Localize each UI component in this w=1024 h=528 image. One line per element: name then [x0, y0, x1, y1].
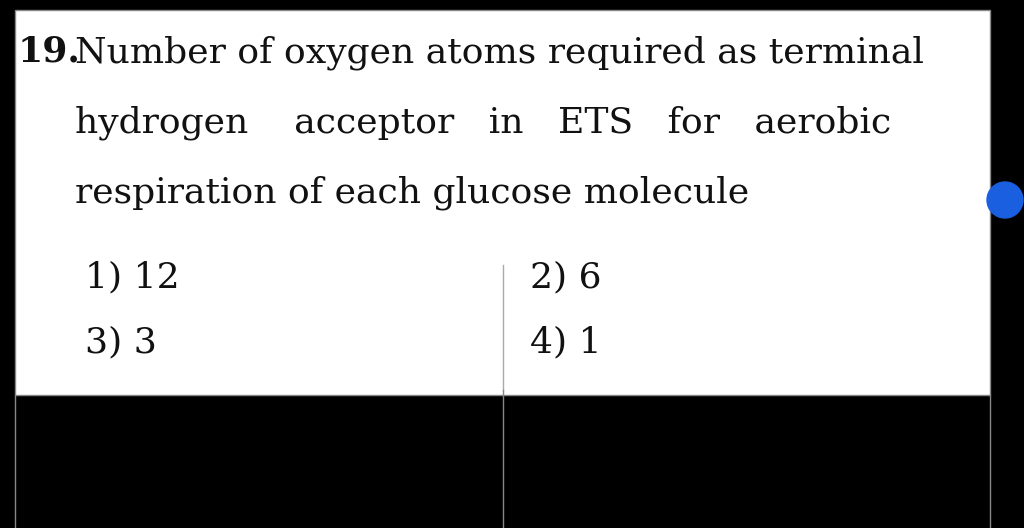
Circle shape [987, 182, 1023, 218]
Text: Number of oxygen atoms required as terminal: Number of oxygen atoms required as termi… [75, 35, 924, 70]
Text: respiration of each glucose molecule: respiration of each glucose molecule [75, 175, 750, 210]
Text: hydrogen    acceptor   in   ETS   for   aerobic: hydrogen acceptor in ETS for aerobic [75, 105, 891, 139]
Text: 3) 3: 3) 3 [85, 325, 157, 359]
Bar [15, 10, 990, 395]
Text: 19.: 19. [18, 35, 81, 69]
Text: 2) 6: 2) 6 [530, 260, 601, 294]
Text: 1) 12: 1) 12 [85, 260, 179, 294]
Text: 4) 1: 4) 1 [530, 325, 602, 359]
